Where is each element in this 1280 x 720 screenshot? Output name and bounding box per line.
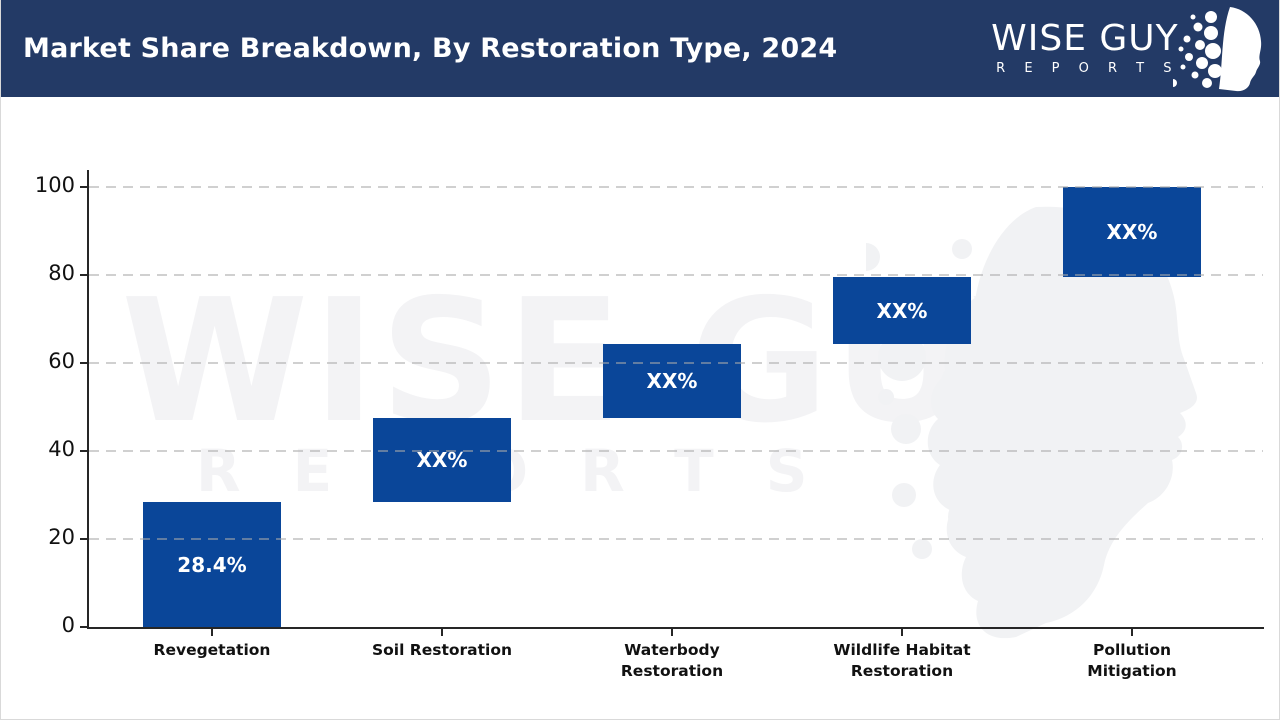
waterfall-bar: XX% bbox=[373, 418, 511, 503]
logo-name: WISE GUY bbox=[991, 18, 1179, 59]
waterfall-bar: 28.4% bbox=[143, 502, 281, 627]
y-axis-tick-label: 80 bbox=[48, 261, 75, 285]
x-axis-category-label: Revegetation bbox=[153, 641, 271, 659]
bar-value-label: XX% bbox=[646, 369, 698, 394]
y-axis bbox=[87, 170, 89, 629]
waterfall-bar: XX% bbox=[603, 344, 741, 418]
y-axis-tick bbox=[80, 450, 88, 452]
y-axis-tick-label: 100 bbox=[34, 173, 75, 197]
y-axis-tick bbox=[80, 362, 88, 364]
gridline-80 bbox=[89, 274, 1263, 276]
y-axis-tick bbox=[80, 186, 88, 188]
page-title: Market Share Breakdown, By Restoration T… bbox=[23, 33, 838, 64]
x-axis-tick bbox=[441, 629, 443, 636]
gridline-60 bbox=[89, 362, 1263, 364]
y-axis-tick-label: 40 bbox=[48, 437, 75, 461]
x-axis-tick bbox=[901, 629, 903, 636]
chart-canvas: WISE GUY REPORTS 28.4%XX%XX%XX%XX% 02040… bbox=[1, 97, 1280, 719]
waterfall-bar: XX% bbox=[1063, 187, 1201, 278]
x-axis-category-label: Soil Restoration bbox=[371, 641, 513, 659]
y-axis-tick-label: 0 bbox=[61, 613, 75, 637]
y-axis-tick bbox=[80, 626, 88, 628]
x-axis-category-label: Waterbody Restoration bbox=[620, 641, 724, 681]
waterfall-bar: XX% bbox=[833, 277, 971, 345]
bar-value-label: XX% bbox=[416, 448, 468, 473]
plot-area: 28.4% XX% XX% XX% XX% bbox=[89, 186, 1263, 627]
gridline-20 bbox=[89, 538, 1263, 540]
wiseguy-logo: WISE GUY R E P O R T S bbox=[991, 5, 1265, 93]
logo-face-icon bbox=[1173, 6, 1262, 91]
x-axis bbox=[88, 627, 1264, 629]
gridline-40 bbox=[89, 450, 1263, 452]
x-axis-tick bbox=[671, 629, 673, 636]
bar-value-label: XX% bbox=[876, 298, 928, 323]
header-bar: Market Share Breakdown, By Restoration T… bbox=[1, 0, 1279, 97]
bar-value-label: 28.4% bbox=[177, 552, 247, 577]
x-axis-tick bbox=[211, 629, 213, 636]
x-axis-category-label: Wildlife Habitat Restoration bbox=[833, 641, 971, 681]
logo-subname: R E P O R T S bbox=[996, 61, 1179, 76]
logo-text: WISE GUY R E P O R T S bbox=[991, 18, 1179, 77]
y-axis-tick-label: 60 bbox=[48, 349, 75, 373]
gridline-100 bbox=[89, 186, 1263, 188]
x-axis-tick bbox=[1131, 629, 1133, 636]
y-axis-tick bbox=[80, 274, 88, 276]
y-axis-tick-label: 20 bbox=[48, 525, 75, 549]
x-axis-category-label: Pollution Mitigation bbox=[1087, 641, 1177, 681]
bar-value-label: XX% bbox=[1106, 220, 1158, 245]
y-axis-tick bbox=[80, 538, 88, 540]
